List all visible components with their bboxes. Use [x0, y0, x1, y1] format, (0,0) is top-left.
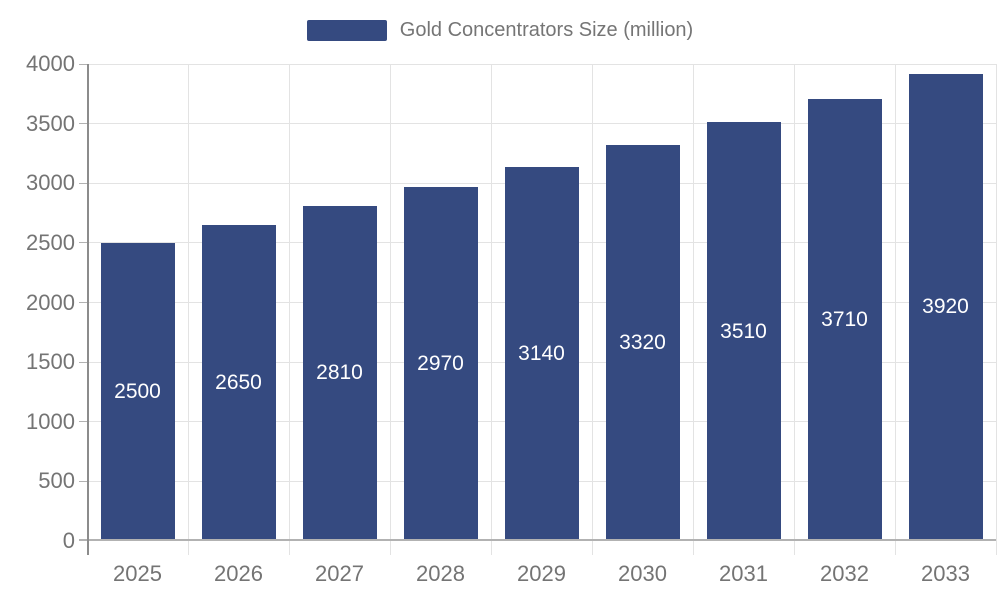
x-axis-tick-label: 2031: [719, 561, 768, 586]
x-axis-tick: [692, 541, 694, 555]
x-axis-tick: [288, 541, 290, 555]
horizontal-gridline: [87, 63, 996, 65]
legend-series-label: Gold Concentrators Size (million): [399, 18, 694, 41]
bar-value-label: 2970: [417, 351, 464, 375]
bar: 3920: [908, 73, 983, 541]
y-axis-tick-label: 3000: [26, 170, 75, 196]
chart-legend: Gold Concentrators Size (million): [0, 16, 1000, 44]
x-axis-tick-label: 2033: [921, 561, 970, 586]
bar-value-label: 3710: [821, 307, 868, 331]
legend-swatch-icon: [306, 19, 387, 41]
x-axis-tick: [995, 541, 997, 555]
x-axis-tick-label: 2032: [820, 561, 869, 586]
y-axis-tick: [79, 123, 87, 125]
x-axis-tick-label: 2029: [517, 561, 566, 586]
bar-value-label: 2650: [215, 371, 262, 394]
bar: 3320: [605, 145, 680, 541]
y-axis-tick-label: 1000: [26, 408, 75, 434]
y-axis-tick: [79, 361, 87, 363]
y-axis-tick: [79, 480, 87, 482]
x-axis-tick-label: 2030: [618, 561, 667, 586]
bar-value-label: 2500: [114, 379, 161, 403]
x-axis-tick: [793, 541, 795, 555]
y-axis-tick-label: 500: [38, 468, 75, 494]
x-axis-tick: [389, 541, 391, 555]
y-axis-tick: [79, 421, 87, 423]
x-axis-line: [79, 539, 996, 541]
x-axis-tick: [591, 541, 593, 555]
bar-value-label: 3140: [518, 341, 565, 365]
bar-value-label: 3510: [720, 319, 767, 343]
bar-value-label: 3920: [922, 295, 969, 319]
bar-value-label: 3320: [619, 331, 666, 355]
y-axis-tick-label: 0: [62, 528, 75, 553]
bar: 2970: [403, 186, 478, 541]
vertical-gridline: [793, 64, 795, 541]
x-axis-tick-label: 2027: [315, 561, 364, 586]
y-axis-tick-label: 3500: [26, 110, 75, 136]
bar: 2810: [302, 205, 377, 541]
x-axis-tick-label: 2026: [214, 561, 263, 586]
plot-area: 0 500 1000 1500 2000 2500 3000 3500 4000 2500 2650…: [26, 51, 997, 586]
vertical-gridline: [995, 64, 997, 541]
horizontal-gridline: [87, 123, 996, 125]
bar: 3710: [807, 98, 882, 541]
x-axis-tick-label: 2025: [113, 561, 162, 586]
vertical-gridline: [187, 64, 189, 541]
x-axis-tick: [187, 541, 189, 555]
y-axis-tick: [79, 302, 87, 303]
bar: 2500: [100, 242, 175, 541]
x-axis-tick: [894, 541, 896, 555]
vertical-gridline: [692, 64, 694, 541]
y-axis-tick: [79, 182, 87, 184]
bar-value-label: 2810: [316, 361, 363, 385]
y-axis-tick: [79, 242, 87, 244]
y-axis-tick-label: 4000: [26, 51, 75, 76]
vertical-gridline: [894, 64, 896, 541]
y-axis-tick-label: 2500: [26, 229, 75, 255]
vertical-gridline: [591, 64, 593, 541]
vertical-gridline: [490, 64, 492, 541]
vertical-gridline: [389, 64, 391, 541]
vertical-gridline: [288, 64, 290, 541]
y-axis-tick-label: 1500: [26, 349, 75, 375]
x-axis-tick-label: 2028: [416, 561, 465, 586]
bar: 3140: [504, 166, 579, 541]
bar: 2650: [201, 225, 276, 541]
y-axis-tick: [79, 63, 87, 65]
y-axis-tick-label: 2000: [26, 289, 75, 315]
y-axis-line: [87, 64, 89, 555]
x-axis-tick: [490, 541, 492, 555]
bar: 3510: [706, 122, 781, 541]
